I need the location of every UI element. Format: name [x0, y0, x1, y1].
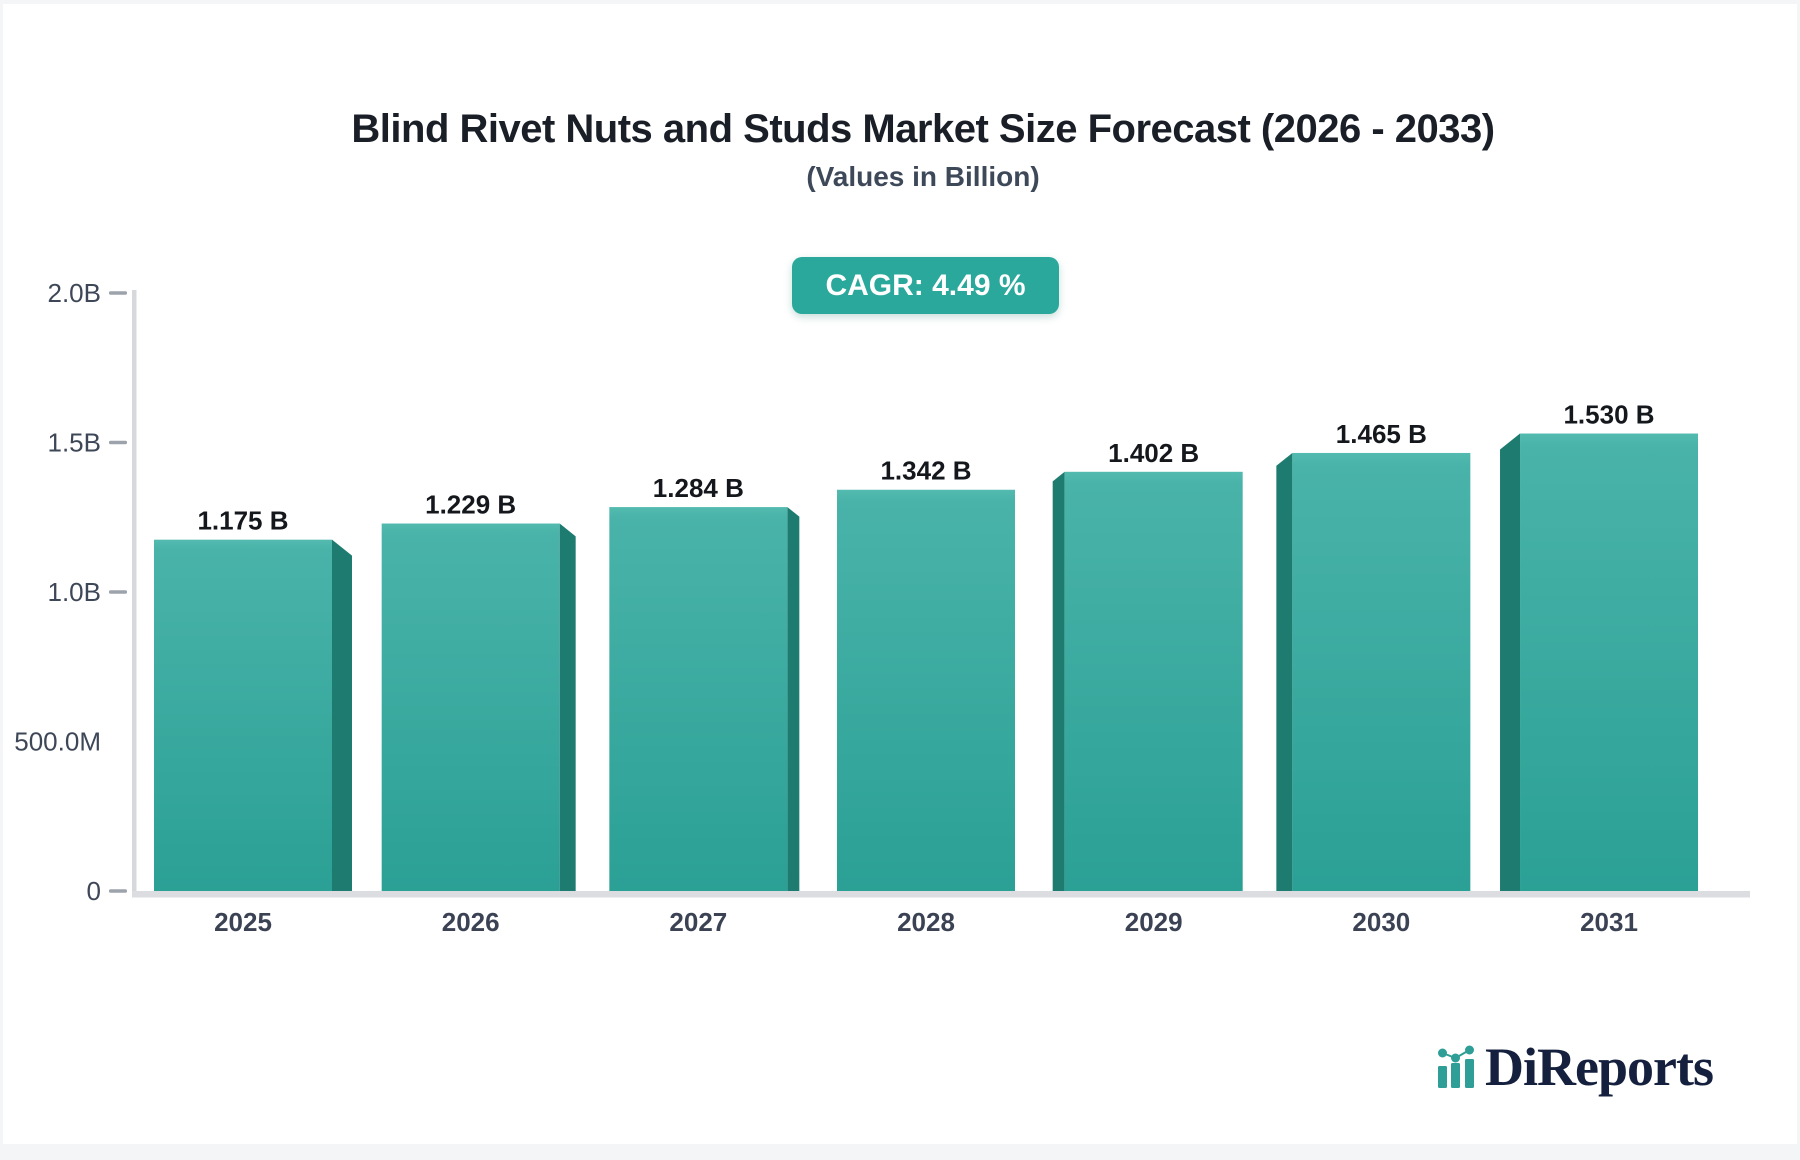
bar-2028 [837, 489, 1016, 891]
bar-2029 [1064, 471, 1243, 891]
logo-dot [1465, 1045, 1474, 1055]
bar-group-2029: 1.402 B 2029 [1052, 438, 1243, 937]
bar-side-face [1276, 452, 1293, 891]
y-tick-dash [109, 590, 127, 594]
cagr-badge: CAGR: 4.49 % [792, 257, 1059, 314]
bar-value-label: 1.175 B [197, 506, 288, 536]
bar-group-2028: 1.342 B 2028 [837, 456, 1016, 937]
bar-side-face [1052, 471, 1065, 891]
logo-bar [1451, 1063, 1460, 1088]
bar-side-face [1500, 433, 1521, 891]
bar-group-2026: 1.229 B 2026 [381, 490, 576, 937]
bar-value-label: 1.530 B [1563, 400, 1654, 430]
bar-2030 [1292, 452, 1471, 891]
y-tick-dash [109, 440, 127, 445]
bar-2025 [154, 539, 332, 891]
bar-side-face [559, 523, 576, 891]
x-axis-label: 2028 [897, 907, 955, 937]
y-axis-line [132, 290, 137, 893]
chart-subtitle: (Values in Billion) [806, 161, 1040, 192]
bar-value-label: 1.465 B [1336, 419, 1427, 449]
y-axis-label: 1.5B [48, 428, 102, 458]
y-axis-label: 1.0B [48, 577, 102, 607]
bar-group-2030: 1.465 B 2030 [1276, 419, 1471, 937]
x-axis-label: 2031 [1580, 907, 1638, 937]
logo-bar [1438, 1066, 1447, 1088]
chart-title: Blind Rivet Nuts and Studs Market Size F… [351, 107, 1495, 151]
bar-value-label: 1.342 B [880, 456, 971, 486]
chart-card: Blind Rivet Nuts and Studs Market Size F… [3, 4, 1797, 1144]
bar-side-face [787, 507, 800, 891]
y-axis-label: 0 [87, 876, 101, 906]
bar-value-label: 1.284 B [653, 473, 744, 503]
y-axis-label: 500.0M [14, 727, 101, 757]
bar-group-2027: 1.284 B 2027 [609, 473, 800, 937]
logo-dot [1438, 1048, 1447, 1058]
bar-chart: 2.0B 1.5B 1.0B 500.0M 0 1.175 B 2025 1.229 B 202… [14, 278, 1750, 937]
logo-bar [1465, 1059, 1474, 1088]
x-axis-label: 2029 [1125, 907, 1183, 937]
logo-chart-icon [1438, 1045, 1474, 1088]
bar-value-label: 1.402 B [1108, 438, 1199, 468]
x-axis-label: 2030 [1352, 907, 1410, 937]
bar-side-face [332, 539, 352, 891]
y-axis-label: 2.0B [48, 278, 102, 308]
bar-2031 [1520, 433, 1699, 891]
bar-2026 [381, 523, 560, 891]
y-tick-dash [109, 291, 127, 295]
cagr-badge-label: CAGR: 4.49 % [825, 268, 1026, 302]
x-axis-baseline [132, 891, 1750, 898]
logo-text: DiReports [1485, 1037, 1714, 1097]
x-axis-label: 2027 [669, 907, 727, 937]
x-axis-label: 2025 [214, 907, 272, 937]
bar-group-2031: 1.530 B 2031 [1500, 400, 1699, 937]
bar-2027 [609, 507, 788, 891]
x-axis-label: 2026 [442, 907, 500, 937]
bar-group-2025: 1.175 B 2025 [154, 506, 352, 937]
bar-value-label: 1.229 B [425, 490, 516, 520]
y-tick-dash [109, 889, 127, 893]
logo-dot [1451, 1053, 1460, 1063]
